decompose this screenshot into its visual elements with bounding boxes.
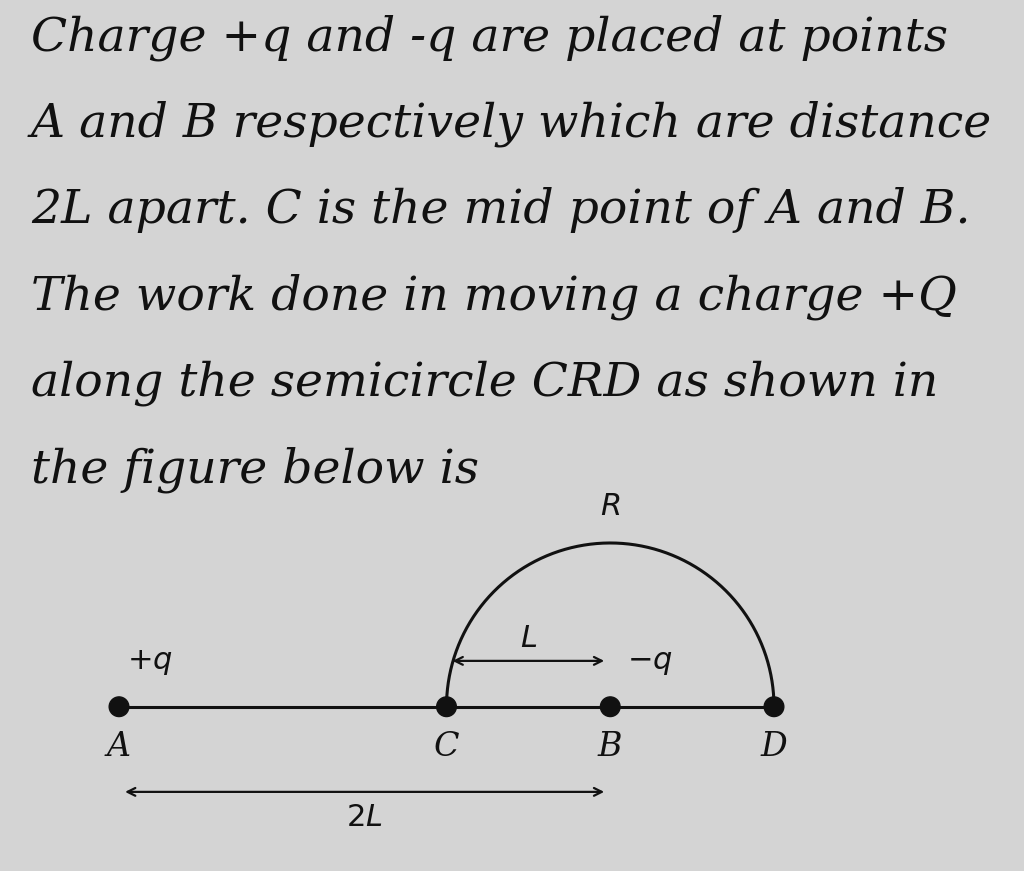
Text: along the semicircle CRD as shown in: along the semicircle CRD as shown in — [31, 361, 938, 406]
Text: D: D — [761, 732, 787, 763]
Text: $+q$: $+q$ — [127, 646, 173, 678]
Text: 2L apart. C is the mid point of A and B.: 2L apart. C is the mid point of A and B. — [31, 187, 970, 233]
Text: $R$: $R$ — [600, 490, 621, 522]
Text: B: B — [598, 732, 623, 763]
Text: $2L$: $2L$ — [346, 801, 383, 833]
Text: A and B respectively which are distance: A and B respectively which are distance — [31, 101, 992, 147]
Text: $L$: $L$ — [520, 624, 537, 654]
Text: the figure below is: the figure below is — [31, 447, 479, 493]
Text: The work done in moving a charge +Q: The work done in moving a charge +Q — [31, 273, 956, 321]
Text: A: A — [106, 732, 131, 763]
Circle shape — [764, 697, 783, 717]
Text: C: C — [434, 732, 459, 763]
Text: Charge +q and -q are placed at points: Charge +q and -q are placed at points — [31, 14, 948, 61]
Text: $-q$: $-q$ — [627, 646, 673, 678]
Circle shape — [600, 697, 621, 717]
Circle shape — [436, 697, 457, 717]
Circle shape — [110, 697, 129, 717]
